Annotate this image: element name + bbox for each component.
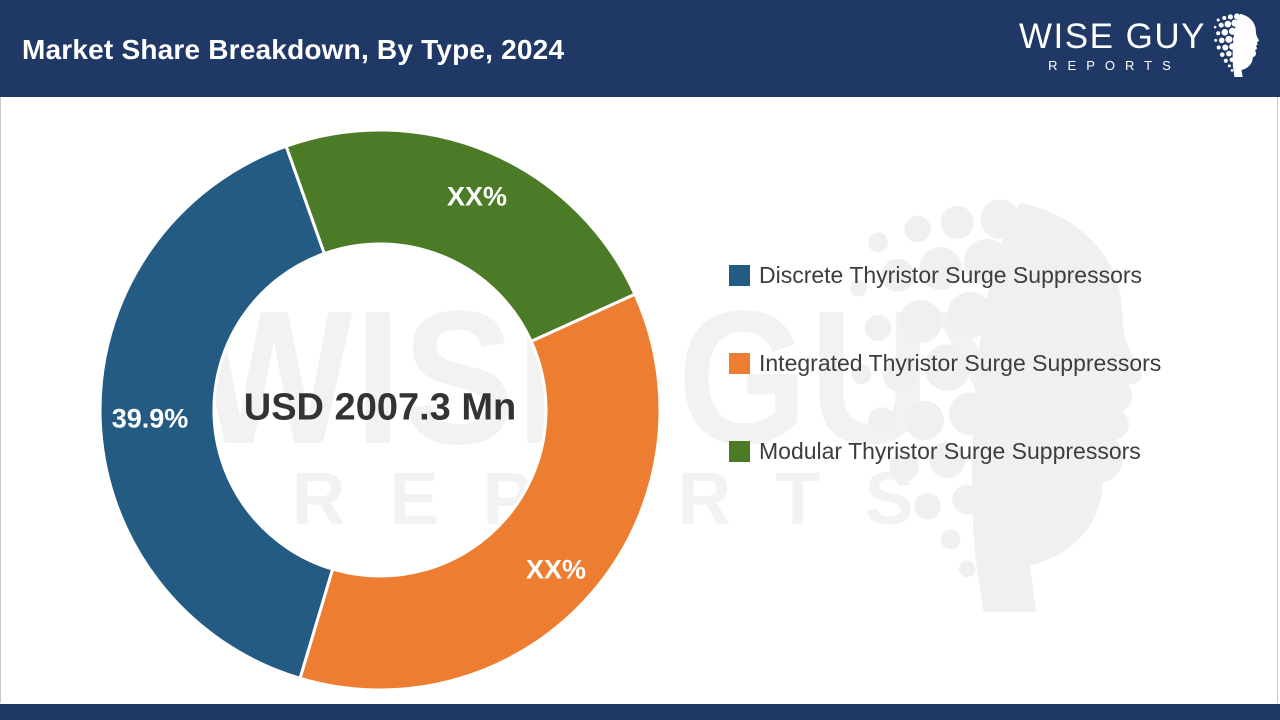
- wiseguy-logo: WISE GUY REPORTS: [1019, 9, 1264, 83]
- slice-label-modular: XX%: [446, 181, 508, 212]
- legend-item-integrated: Integrated Thyristor Surge Suppressors: [729, 350, 1161, 377]
- wiseguy-face-icon: [1208, 9, 1264, 83]
- header-bar: Market Share Breakdown, By Type, 2024 WI…: [0, 0, 1280, 97]
- legend-label: Discrete Thyristor Surge Suppressors: [759, 262, 1143, 288]
- footer-bar: [0, 704, 1280, 720]
- page-title: Market Share Breakdown, By Type, 2024: [22, 34, 565, 65]
- legend-swatch-modular: [729, 441, 750, 462]
- legend-label: Modular Thyristor Surge Suppressors: [759, 438, 1141, 464]
- legend-label: Integrated Thyristor Surge Suppressors: [759, 350, 1162, 376]
- chart-canvas: [0, 97, 1278, 703]
- legend-item-discrete: Discrete Thyristor Surge Suppressors: [729, 262, 1142, 289]
- logo-text-line1: WISE GUY: [1018, 16, 1206, 56]
- logo-text-line2: REPORTS: [1048, 58, 1181, 74]
- legend-swatch-integrated: [729, 353, 750, 374]
- slice-label-discrete: 39.9%: [111, 403, 189, 434]
- slice-label-integrated: XX%: [525, 554, 587, 585]
- center-value-label: USD 2007.3 Mn: [243, 386, 517, 429]
- legend-swatch-discrete: [729, 265, 750, 286]
- legend-item-modular: Modular Thyristor Surge Suppressors: [729, 438, 1141, 465]
